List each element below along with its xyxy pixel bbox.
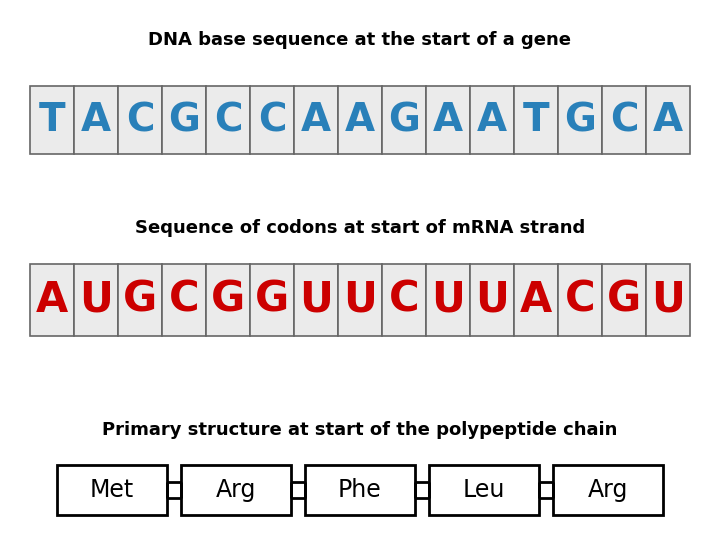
Text: G: G <box>564 101 596 139</box>
Bar <box>294 264 338 336</box>
Text: U: U <box>299 279 333 321</box>
Text: G: G <box>388 101 420 139</box>
Text: C: C <box>214 101 242 139</box>
Bar <box>338 86 382 154</box>
Text: C: C <box>258 101 287 139</box>
Bar <box>206 86 250 154</box>
Text: U: U <box>431 279 465 321</box>
Text: Phe: Phe <box>338 478 382 502</box>
Bar <box>553 465 663 515</box>
Bar <box>514 264 558 336</box>
Bar <box>602 86 646 154</box>
Text: C: C <box>168 279 199 321</box>
Bar <box>74 86 118 154</box>
Text: T: T <box>523 101 549 139</box>
Text: C: C <box>564 279 595 321</box>
Text: G: G <box>255 279 289 321</box>
Bar <box>646 264 690 336</box>
Text: U: U <box>651 279 685 321</box>
Text: A: A <box>301 101 331 139</box>
Bar <box>602 264 646 336</box>
Text: Sequence of codons at start of mRNA strand: Sequence of codons at start of mRNA stra… <box>135 219 585 237</box>
Text: A: A <box>345 101 375 139</box>
Bar <box>294 86 338 154</box>
Bar <box>206 264 250 336</box>
Text: G: G <box>168 101 200 139</box>
Bar <box>57 465 167 515</box>
Text: G: G <box>211 279 245 321</box>
Bar <box>382 86 426 154</box>
Text: A: A <box>653 101 683 139</box>
Bar <box>162 264 206 336</box>
Bar <box>470 264 514 336</box>
Text: Arg: Arg <box>588 478 628 502</box>
Bar <box>429 465 539 515</box>
Text: U: U <box>475 279 509 321</box>
Bar <box>470 86 514 154</box>
Text: A: A <box>520 279 552 321</box>
Text: Arg: Arg <box>216 478 256 502</box>
Text: U: U <box>79 279 113 321</box>
Text: G: G <box>607 279 641 321</box>
Bar <box>30 264 74 336</box>
Bar <box>181 465 291 515</box>
Bar <box>250 264 294 336</box>
Bar <box>426 86 470 154</box>
Text: A: A <box>433 101 463 139</box>
Text: C: C <box>126 101 154 139</box>
Text: C: C <box>610 101 638 139</box>
Text: G: G <box>123 279 157 321</box>
Bar <box>250 86 294 154</box>
Text: C: C <box>389 279 419 321</box>
Text: Leu: Leu <box>463 478 505 502</box>
Text: Primary structure at start of the polypeptide chain: Primary structure at start of the polype… <box>102 421 618 439</box>
Bar <box>118 264 162 336</box>
Bar <box>162 86 206 154</box>
Text: A: A <box>477 101 507 139</box>
Bar <box>30 86 74 154</box>
Text: U: U <box>343 279 377 321</box>
Bar <box>646 86 690 154</box>
Bar <box>338 264 382 336</box>
Text: A: A <box>81 101 111 139</box>
Bar <box>305 465 415 515</box>
Bar <box>118 86 162 154</box>
Text: T: T <box>39 101 66 139</box>
Text: Met: Met <box>90 478 134 502</box>
Bar <box>514 86 558 154</box>
Bar <box>558 264 602 336</box>
Bar <box>426 264 470 336</box>
Text: DNA base sequence at the start of a gene: DNA base sequence at the start of a gene <box>148 31 572 49</box>
Bar <box>382 264 426 336</box>
Text: A: A <box>36 279 68 321</box>
Bar <box>558 86 602 154</box>
Bar <box>74 264 118 336</box>
